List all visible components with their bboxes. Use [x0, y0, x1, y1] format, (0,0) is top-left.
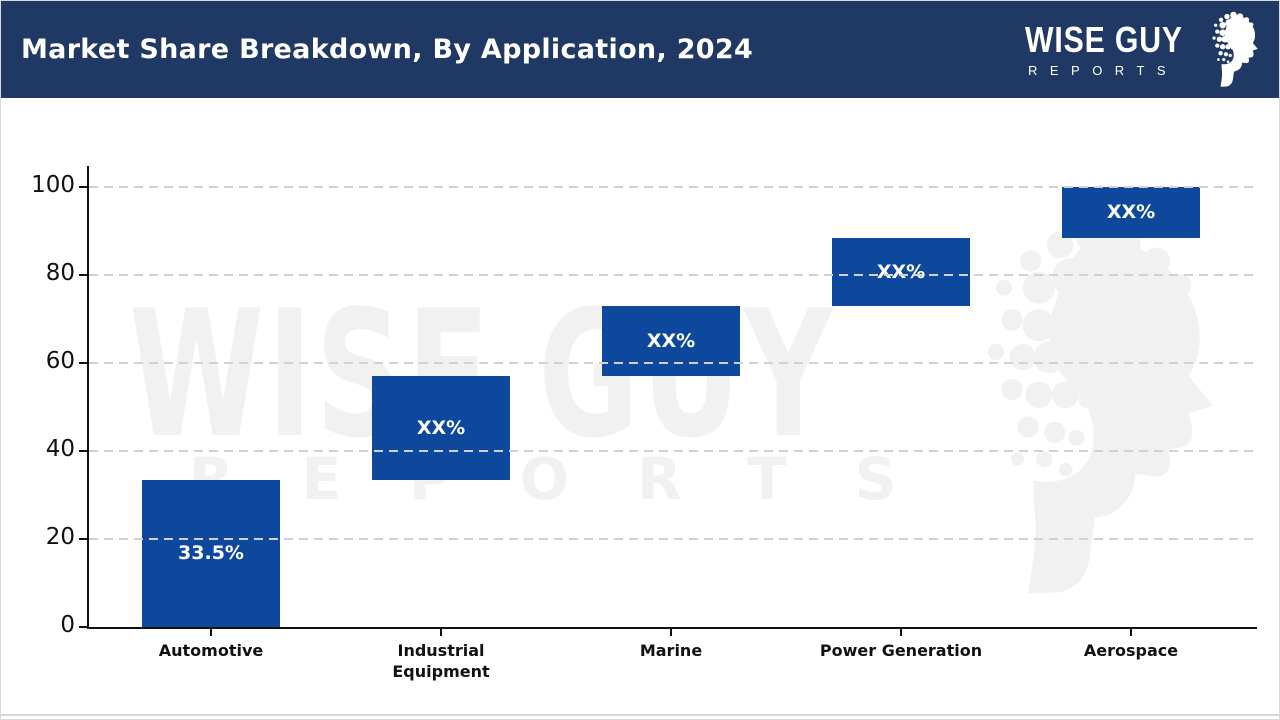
y-tick-label: 100	[31, 172, 75, 198]
y-tick-mark	[79, 538, 87, 540]
bar-automotive: 33.5%	[142, 479, 280, 627]
x-tick-mark	[670, 629, 672, 636]
brand-name: WISE GUY	[1024, 19, 1183, 60]
bar-marine: XX%	[602, 305, 740, 377]
y-tick-mark	[79, 362, 87, 364]
watermark-face-icon	[921, 186, 1269, 641]
page-title: Market Share Breakdown, By Application, …	[21, 34, 754, 65]
watermark-subtext: REPORTS	[189, 445, 965, 513]
x-tick-mark	[900, 629, 902, 636]
header-bar: Market Share Breakdown, By Application, …	[1, 1, 1279, 98]
brand-text: WISE GUY REPORTS	[1024, 19, 1213, 79]
bar-power-generation: XX%	[832, 237, 970, 306]
bar-value-label: XX%	[876, 260, 926, 283]
grid-line-100	[89, 186, 1257, 188]
x-tick-label-aerospace: Aerospace	[1083, 641, 1179, 660]
bar-value-label: XX%	[1106, 201, 1156, 224]
y-tick-mark	[79, 274, 87, 276]
brand-subtitle: REPORTS	[1027, 63, 1179, 78]
chart-area: WISE GUY REPORTS 02040608010033.5%Automo…	[1, 98, 1279, 719]
bar-aerospace: XX%	[1062, 187, 1200, 238]
bottom-divider	[1, 714, 1279, 716]
bar-value-label: XX%	[416, 416, 466, 439]
y-tick-mark	[79, 186, 87, 188]
brand-logo: WISE GUY REPORTS	[1025, 5, 1269, 95]
bar-value-label: XX%	[646, 329, 696, 352]
x-tick-label-automotive: Automotive	[158, 641, 264, 660]
y-tick-mark	[79, 450, 87, 452]
y-tick-mark	[79, 626, 87, 628]
x-tick-label-marine: Marine	[639, 641, 703, 660]
x-axis-line	[87, 627, 1257, 629]
brand-face-icon	[1199, 10, 1269, 91]
y-tick-label: 60	[45, 348, 75, 374]
y-axis-line	[87, 166, 89, 629]
x-tick-mark	[440, 629, 442, 636]
y-tick-label: 0	[60, 612, 75, 638]
y-tick-label: 40	[45, 436, 75, 462]
y-tick-label: 20	[45, 524, 75, 550]
grid-line-20	[89, 538, 1257, 540]
grid-line-60	[89, 362, 1257, 364]
y-tick-label: 80	[45, 260, 75, 286]
x-tick-label-power-generation: Power Generation	[819, 641, 983, 660]
x-tick-label-industrial-equipment: Industrial Equipment	[392, 641, 490, 681]
bar-value-label: 33.5%	[178, 542, 244, 565]
x-tick-mark	[1130, 629, 1132, 636]
grid-line-40	[89, 450, 1257, 452]
bar-industrial-equipment: XX%	[372, 376, 510, 480]
grid-line-80	[89, 274, 1257, 276]
x-tick-mark	[210, 629, 212, 636]
